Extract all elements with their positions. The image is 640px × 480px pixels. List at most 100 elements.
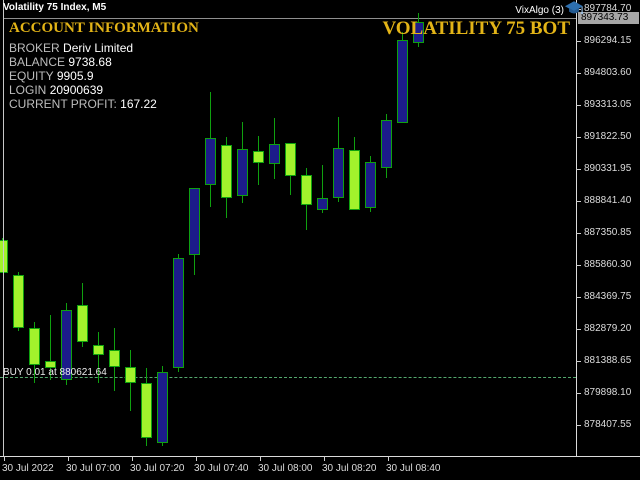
candle-body-up: [157, 372, 168, 443]
price-axis-separator: [576, 0, 577, 456]
buy-order-label: BUY 0.01 at 880621.64: [3, 367, 107, 378]
candle-wick: [98, 332, 99, 383]
candle-body-up: [189, 188, 200, 255]
chart-title: Volatility 75 Index, M5: [3, 2, 107, 13]
candle-body-down: [77, 305, 88, 342]
price-axis-label: 884369.75: [584, 291, 632, 302]
candle-body-up: [333, 148, 344, 198]
price-tick: [576, 393, 581, 394]
graduation-cap-icon[interactable]: [565, 1, 584, 16]
account-row-login: LOGIN 20900639: [9, 83, 199, 97]
candle-body-down: [13, 275, 24, 328]
price-tick: [576, 41, 581, 42]
login-label: LOGIN: [9, 83, 47, 97]
time-axis-label: 30 Jul 2022: [2, 463, 54, 474]
price-tick: [576, 265, 581, 266]
candle-body-down: [29, 328, 40, 365]
account-row-broker: BROKER Deriv Limited: [9, 41, 199, 55]
price-axis-label: 896294.15: [584, 35, 632, 46]
candle-body-up: [173, 258, 184, 368]
ea-name-label: VixAlgo (3): [515, 5, 564, 16]
account-info-panel: ACCOUNT INFORMATION BROKER Deriv Limited…: [9, 20, 199, 111]
chart-plot-area[interactable]: [0, 0, 576, 456]
time-tick: [388, 456, 389, 461]
balance-label: BALANCE: [9, 55, 66, 69]
time-axis-label: 30 Jul 07:20: [130, 463, 185, 474]
time-tick: [324, 456, 325, 461]
price-tick: [576, 297, 581, 298]
candle-body-up: [205, 138, 216, 185]
account-info-title: ACCOUNT INFORMATION: [9, 20, 199, 36]
price-axis-label: 888841.40: [584, 195, 632, 206]
candlestick-layer: [0, 13, 424, 446]
current-price-tag: 897343.73: [578, 12, 639, 24]
price-axis-label: 893313.05: [584, 99, 632, 110]
balance-value: 9738.68: [68, 55, 112, 69]
time-axis-label: 30 Jul 08:40: [386, 463, 441, 474]
candle-body-down: [301, 175, 312, 205]
candle-body-up: [317, 198, 328, 210]
current-profit-value: 167.22: [120, 97, 157, 111]
price-axis-label: 881388.65: [584, 355, 632, 366]
window-left-border: [3, 0, 4, 456]
price-axis-label: 890331.95: [584, 163, 632, 174]
price-axis-label: 885860.30: [584, 259, 632, 270]
price-axis-label: 878407.55: [584, 419, 632, 430]
bot-title: VOLATILITY 75 BOT: [382, 18, 570, 39]
price-tick: [576, 329, 581, 330]
broker-value: Deriv Limited: [63, 41, 134, 55]
price-tick: [576, 137, 581, 138]
current-profit-label: CURRENT PROFIT:: [9, 97, 117, 111]
buy-order-line[interactable]: [0, 377, 576, 378]
candle-body-up: [61, 310, 72, 380]
candle-body-up: [381, 120, 392, 168]
candle-body-down: [45, 361, 56, 368]
price-axis[interactable]: 897343.73 897784.70 896294.15 894803.60 893…: [576, 0, 640, 456]
login-value: 20900639: [49, 83, 104, 97]
candle-body-down: [93, 345, 104, 355]
price-axis-label: 894803.60: [584, 67, 632, 78]
price-tick: [576, 201, 581, 202]
candle-body-down: [0, 240, 8, 273]
price-axis-label: 891822.50: [584, 131, 632, 142]
time-tick: [260, 456, 261, 461]
broker-label: BROKER: [9, 41, 60, 55]
candle-body-up: [413, 22, 424, 43]
candle-body-up: [365, 162, 376, 208]
candle-body-up: [269, 144, 280, 164]
price-tick: [576, 169, 581, 170]
time-tick: [196, 456, 197, 461]
price-tick: [576, 73, 581, 74]
candle-wick: [50, 315, 51, 380]
time-tick: [132, 456, 133, 461]
candle-body-down: [221, 145, 232, 198]
time-axis-label: 30 Jul 07:00: [66, 463, 121, 474]
account-row-profit: CURRENT PROFIT: 167.22: [9, 97, 199, 111]
candle-body-down: [349, 150, 360, 210]
price-axis-label: 879898.10: [584, 387, 632, 398]
price-axis-label: 897784.70: [584, 3, 632, 14]
candle-body-down: [141, 383, 152, 438]
price-tick: [576, 361, 581, 362]
equity-value: 9905.9: [56, 69, 94, 83]
candle-body-down: [125, 367, 136, 383]
time-axis-separator: [0, 456, 640, 457]
bid-price-line: [3, 18, 576, 19]
candle-wick: [322, 165, 323, 213]
price-tick: [576, 105, 581, 106]
time-axis[interactable]: 30 Jul 2022 30 Jul 07:00 30 Jul 07:20 30 Ju…: [0, 456, 640, 480]
price-axis-label: 887350.85: [584, 227, 632, 238]
equity-label: EQUITY: [9, 69, 54, 83]
time-axis-label: 30 Jul 07:40: [194, 463, 249, 474]
candle-body-up: [397, 40, 408, 123]
time-axis-label: 30 Jul 08:00: [258, 463, 313, 474]
time-axis-label: 30 Jul 08:20: [322, 463, 377, 474]
candle-body-down: [253, 151, 264, 163]
time-tick: [4, 456, 5, 461]
candle-body-up: [237, 149, 248, 196]
candle-body-down: [285, 143, 296, 176]
account-row-equity: EQUITY 9905.9: [9, 69, 199, 83]
time-tick: [68, 456, 69, 461]
price-axis-label: 882879.20: [584, 323, 632, 334]
